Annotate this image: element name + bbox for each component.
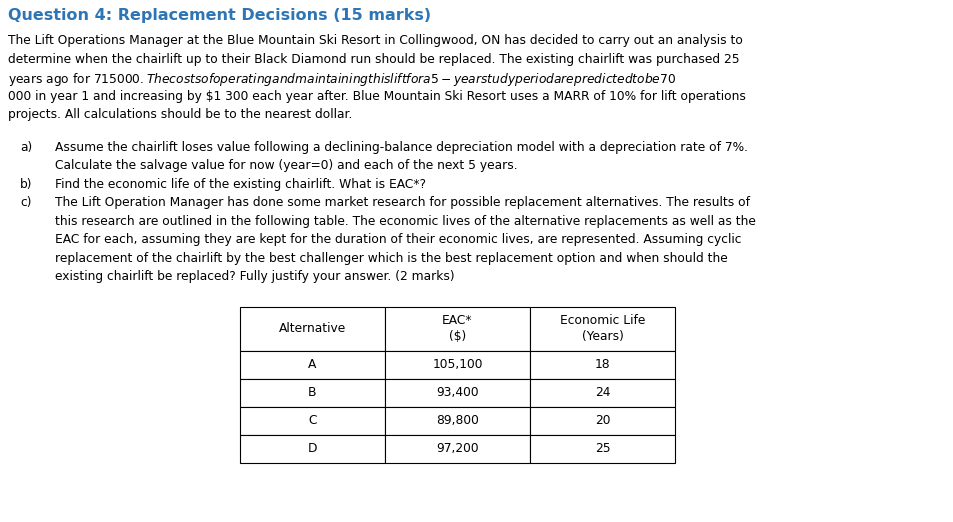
Bar xyxy=(385,407,530,434)
Text: EAC*: EAC* xyxy=(442,314,473,327)
Text: years ago for $715 000. The costs of operating and maintaining this lift for a 5: years ago for $715 000. The costs of ope… xyxy=(8,71,676,88)
Text: existing chairlift be replaced? Fully justify your answer. (2 marks): existing chairlift be replaced? Fully ju… xyxy=(55,270,455,283)
Text: 105,100: 105,100 xyxy=(432,358,482,371)
Text: B: B xyxy=(308,386,316,399)
Text: this research are outlined in the following table. The economic lives of the alt: this research are outlined in the follow… xyxy=(55,215,755,228)
Text: Calculate the salvage value for now (year=0) and each of the next 5 years.: Calculate the salvage value for now (yea… xyxy=(55,159,517,172)
Text: b): b) xyxy=(20,177,32,191)
Text: ($): ($) xyxy=(449,330,466,343)
Text: 000 in year 1 and increasing by $1 300 each year after. Blue Mountain Ski Resort: 000 in year 1 and increasing by $1 300 e… xyxy=(8,89,745,102)
Text: Alternative: Alternative xyxy=(278,322,346,335)
Text: replacement of the chairlift by the best challenger which is the best replacemen: replacement of the chairlift by the best… xyxy=(55,252,727,265)
Text: Assume the chairlift loses value following a declining-balance depreciation mode: Assume the chairlift loses value followi… xyxy=(55,140,747,153)
Text: C: C xyxy=(308,414,316,427)
Text: 24: 24 xyxy=(594,386,610,399)
Text: Economic Life: Economic Life xyxy=(559,314,644,327)
Text: a): a) xyxy=(20,140,32,153)
Text: c): c) xyxy=(20,196,31,209)
Text: A: A xyxy=(308,358,316,371)
Bar xyxy=(530,350,675,378)
Text: 25: 25 xyxy=(594,442,610,455)
Bar xyxy=(385,350,530,378)
Bar xyxy=(530,306,675,350)
Text: 89,800: 89,800 xyxy=(436,414,478,427)
Bar xyxy=(240,378,385,407)
Bar xyxy=(240,350,385,378)
Bar xyxy=(530,434,675,462)
Text: The Lift Operation Manager has done some market research for possible replacemen: The Lift Operation Manager has done some… xyxy=(55,196,749,209)
Text: (Years): (Years) xyxy=(581,330,622,343)
Bar xyxy=(385,378,530,407)
Bar xyxy=(240,306,385,350)
Bar xyxy=(240,407,385,434)
Text: EAC for each, assuming they are kept for the duration of their economic lives, a: EAC for each, assuming they are kept for… xyxy=(55,233,740,246)
Text: D: D xyxy=(308,442,317,455)
Text: 20: 20 xyxy=(594,414,610,427)
Text: 93,400: 93,400 xyxy=(436,386,478,399)
Text: The Lift Operations Manager at the Blue Mountain Ski Resort in Collingwood, ON h: The Lift Operations Manager at the Blue … xyxy=(8,34,742,47)
Bar xyxy=(530,378,675,407)
Text: Find the economic life of the existing chairlift. What is EAC*?: Find the economic life of the existing c… xyxy=(55,177,426,191)
Text: projects. All calculations should be to the nearest dollar.: projects. All calculations should be to … xyxy=(8,108,352,121)
Text: 18: 18 xyxy=(594,358,610,371)
Bar xyxy=(385,306,530,350)
Text: 97,200: 97,200 xyxy=(436,442,478,455)
Text: Question 4: Replacement Decisions (15 marks): Question 4: Replacement Decisions (15 ma… xyxy=(8,8,431,23)
Bar xyxy=(530,407,675,434)
Bar xyxy=(240,434,385,462)
Text: determine when the chairlift up to their Black Diamond run should be replaced. T: determine when the chairlift up to their… xyxy=(8,53,739,65)
Bar xyxy=(385,434,530,462)
